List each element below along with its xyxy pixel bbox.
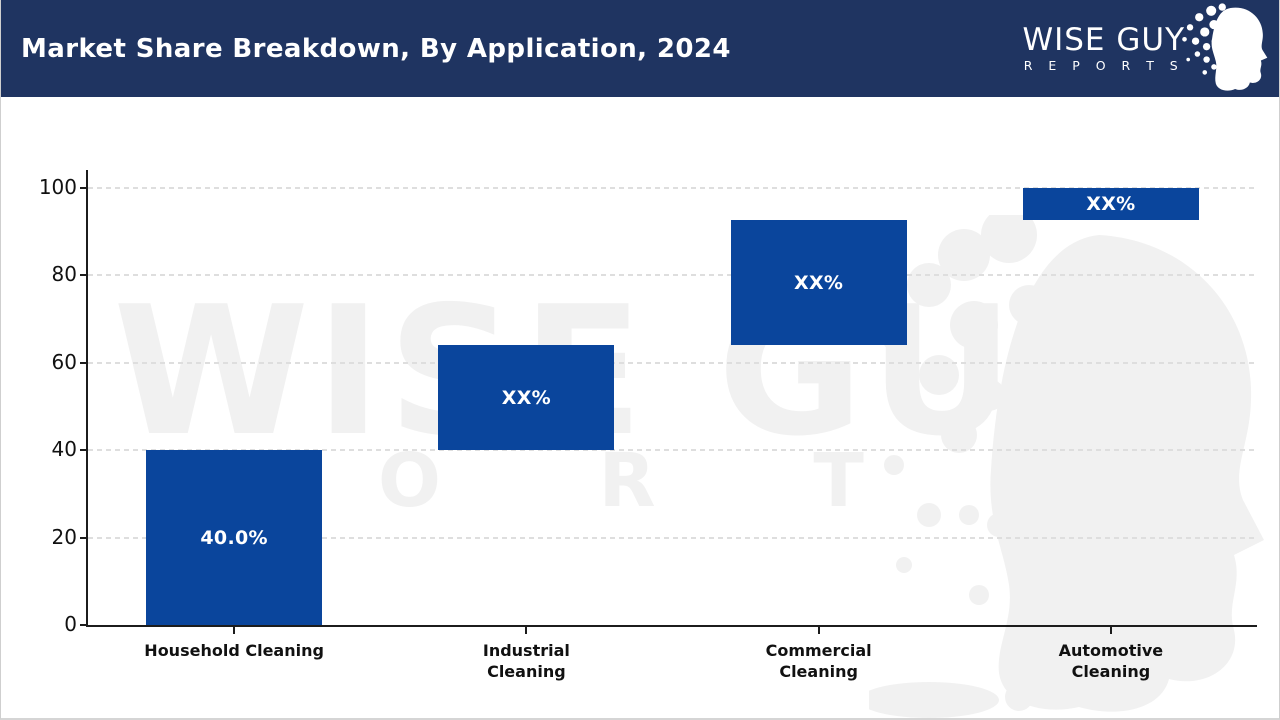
y-tick-mark bbox=[80, 361, 87, 364]
bar-value-label: XX% bbox=[794, 271, 844, 294]
x-tick-mark bbox=[525, 627, 528, 634]
wise-guy-logo: WISE GUY R E P O R T S bbox=[1022, 1, 1271, 96]
x-tick-mark bbox=[817, 627, 820, 634]
x-category-label-line: Cleaning bbox=[779, 662, 858, 681]
y-tick-mark bbox=[80, 536, 87, 539]
bar-industrial-cleaning: XX% bbox=[438, 345, 615, 450]
y-tick-label: 40 bbox=[51, 437, 77, 461]
bar-value-label: 40.0% bbox=[200, 526, 268, 549]
bar-household-cleaning: 40.0% bbox=[146, 450, 323, 625]
logo-line2: R E P O R T S bbox=[1023, 57, 1184, 73]
y-axis-line bbox=[86, 170, 88, 627]
y-tick-label: 0 bbox=[64, 612, 77, 636]
logo-head-icon bbox=[1182, 3, 1268, 91]
logo-wordmark: WISE GUY R E P O R T S bbox=[1022, 21, 1185, 73]
y-tick-mark bbox=[80, 449, 87, 451]
x-category-label: Household Cleaning bbox=[124, 640, 344, 661]
y-tick-label: 20 bbox=[51, 524, 77, 549]
gridline bbox=[88, 449, 1257, 451]
bar-automotive-cleaning: XX% bbox=[1022, 187, 1199, 221]
x-category-label-line: Industrial bbox=[482, 641, 570, 660]
bar-commercial-cleaning: XX% bbox=[730, 220, 907, 345]
gridline bbox=[88, 186, 1257, 189]
watermark-wordmark: WISE GUY bbox=[113, 268, 1155, 475]
gridline bbox=[88, 536, 1257, 539]
x-tick-mark bbox=[233, 627, 236, 634]
y-tick-label: 80 bbox=[51, 262, 77, 286]
header: Market Share Breakdown, By Application, … bbox=[1, 0, 1279, 97]
logo-line1: WISE GUY bbox=[1022, 21, 1185, 58]
x-tick-mark bbox=[1109, 627, 1112, 634]
x-category-label: Industrial Cleaning bbox=[416, 640, 636, 682]
x-category-label-line: Automotive bbox=[1058, 641, 1164, 660]
x-axis-line bbox=[86, 625, 1257, 627]
x-category-label: Commercial Cleaning bbox=[709, 640, 929, 682]
y-tick-label: 60 bbox=[51, 349, 77, 374]
y-tick-mark bbox=[80, 274, 87, 276]
y-tick-mark bbox=[80, 624, 87, 626]
x-category-label-line: Household Cleaning bbox=[144, 641, 324, 660]
bar-value-label: XX% bbox=[501, 386, 551, 409]
gridline bbox=[88, 361, 1257, 364]
x-category-label-line: Commercial bbox=[765, 641, 872, 660]
bar-value-label: XX% bbox=[1086, 192, 1136, 215]
y-tick-label: 100 bbox=[38, 174, 77, 199]
x-category-label-line: Cleaning bbox=[487, 662, 566, 681]
x-category-label-line: Cleaning bbox=[1071, 662, 1151, 681]
x-category-label: Automotive Cleaning bbox=[1001, 640, 1221, 682]
gridline bbox=[88, 274, 1257, 276]
y-tick-mark bbox=[80, 186, 87, 189]
page-title: Market Share Breakdown, By Application, … bbox=[21, 33, 731, 64]
